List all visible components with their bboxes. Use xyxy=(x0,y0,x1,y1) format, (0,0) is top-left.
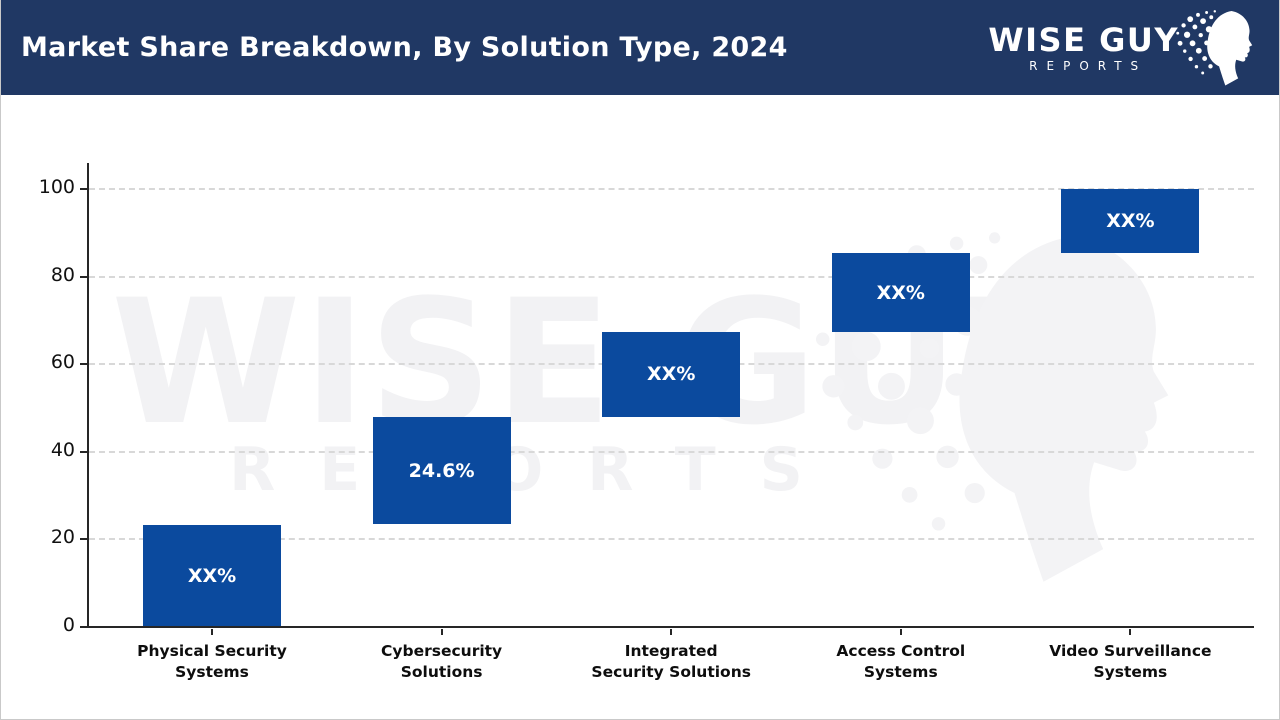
x-tick-4 xyxy=(899,629,902,635)
gridline-80 xyxy=(89,275,1254,278)
watermark-face-icon xyxy=(815,232,1169,582)
x-category-label-4: Access Control Systems xyxy=(791,641,1011,683)
bar-2 xyxy=(372,416,511,525)
bar-value-label-1: XX% xyxy=(187,564,237,587)
x-category-label-3: Integrated Security Solutions xyxy=(561,641,781,683)
x-category-label-line: Access Control xyxy=(836,642,966,660)
y-tick-20 xyxy=(80,538,89,541)
bar-value-label-2: 24.6% xyxy=(408,459,475,482)
x-category-label-line: Cybersecurity xyxy=(381,642,503,660)
wiseguy-logo: WISE GUY REPORTS xyxy=(988,9,1255,87)
page-title: Market Share Breakdown, By Solution Type… xyxy=(21,32,788,63)
x-category-label-5: Video Surveillance Systems xyxy=(1020,641,1240,683)
logo-subtitle: REPORTS xyxy=(1029,58,1148,73)
y-tick-60 xyxy=(80,363,89,366)
header-bar: Market Share Breakdown, By Solution Type… xyxy=(1,0,1279,95)
bar-value-label-5: XX% xyxy=(1106,210,1155,233)
bar-5 xyxy=(1061,189,1200,254)
logo-wordmark: WISE GUY xyxy=(988,20,1179,59)
x-tick-5 xyxy=(1129,629,1132,635)
bar-value-label-4: XX% xyxy=(876,281,925,304)
x-axis-line xyxy=(87,626,1254,628)
y-tick-label-80: 80 xyxy=(50,263,75,286)
x-category-label-line: Integrated xyxy=(624,642,718,660)
y-tick-label-60: 60 xyxy=(50,351,75,374)
bar-value-label-3: XX% xyxy=(647,363,696,386)
bar-1 xyxy=(143,524,281,627)
y-tick-label-0: 0 xyxy=(62,614,75,636)
x-category-label-line: Systems xyxy=(175,662,249,681)
x-category-label-line: Video Surveillance xyxy=(1049,642,1212,660)
bar-4 xyxy=(831,253,970,333)
watermark-text-2: REPORTS xyxy=(229,435,847,505)
y-tick-0 xyxy=(80,626,89,628)
bar-3 xyxy=(602,332,741,417)
chart-area: WISE GUY REPORTS 0 20 40 60 80 100 XX% Physical… xyxy=(1,95,1279,719)
x-tick-2 xyxy=(440,629,443,635)
x-category-label-line: Security Solutions xyxy=(591,662,751,681)
y-axis-line xyxy=(87,163,89,628)
x-category-label-line: Systems xyxy=(1093,662,1168,681)
x-tick-3 xyxy=(670,629,673,635)
y-tick-100 xyxy=(80,188,89,190)
logo-text: WISE GUY REPORTS xyxy=(988,24,1179,72)
x-category-label-line: Physical Security xyxy=(137,642,287,660)
x-category-label-line: Systems xyxy=(863,662,938,681)
x-tick-1 xyxy=(211,629,213,635)
gridline-40 xyxy=(89,450,1254,453)
y-tick-label-40: 40 xyxy=(50,438,75,461)
y-tick-40 xyxy=(80,450,89,453)
x-category-label-line: Solutions xyxy=(400,662,483,681)
x-category-label-2: Cybersecurity Solutions xyxy=(332,641,552,683)
gridline-20 xyxy=(89,538,1254,541)
y-tick-label-100: 100 xyxy=(38,176,75,198)
wiseguy-face-icon xyxy=(1176,9,1253,85)
gridline-100 xyxy=(89,188,1254,190)
x-category-label-1: Physical Security Systems xyxy=(102,641,322,683)
y-tick-80 xyxy=(80,275,89,278)
y-tick-label-20: 20 xyxy=(50,526,75,549)
